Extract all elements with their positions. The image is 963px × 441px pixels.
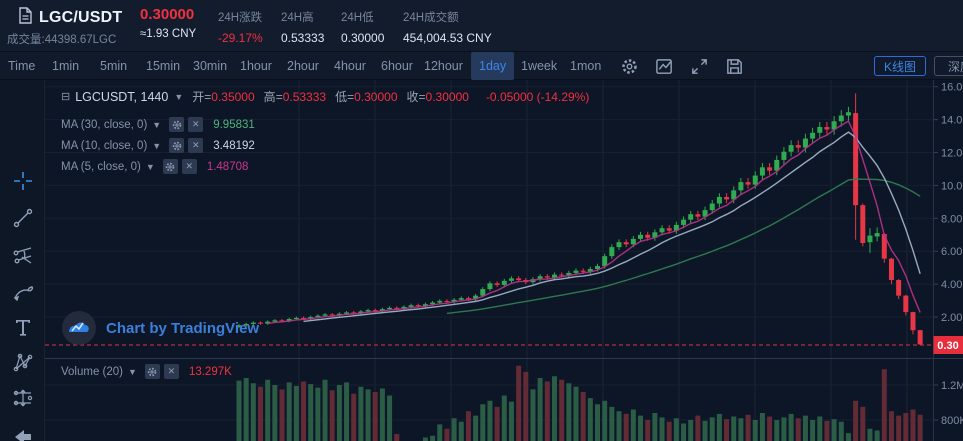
chart-area[interactable]: 16.0 14.0 12.0 10.0 8.00 6.00 4.00 2.00 1.2M 800K… <box>45 80 963 441</box>
save-icon[interactable] <box>724 56 744 76</box>
indicator-icon[interactable] <box>654 56 674 76</box>
svg-text:800K: 800K <box>941 415 963 427</box>
ma-close-icon[interactable]: ✕ <box>181 159 197 174</box>
ma-close-icon[interactable]: ✕ <box>188 117 204 132</box>
svg-text:10.0: 10.0 <box>941 180 962 192</box>
stat-value: 0.53333 <box>281 31 325 45</box>
interval-time[interactable]: Time <box>8 59 36 73</box>
ma-settings-icon[interactable] <box>169 138 185 153</box>
ma-value: 1.48708 <box>206 160 249 173</box>
sidebar-tool-xabcd-pattern[interactable] <box>10 353 35 378</box>
candlestick-chart[interactable]: 16.0 14.0 12.0 10.0 8.00 6.00 4.00 2.00 1.2M 800K… <box>45 80 963 441</box>
ma-value: 9.95831 <box>213 118 255 131</box>
trend-line-icon <box>12 207 34 234</box>
interval-6hour[interactable]: 6hour <box>381 59 413 73</box>
interval-1day[interactable]: 1day <box>471 52 515 80</box>
symbol-title: LGC/USDT <box>39 9 123 26</box>
drawing-toolbar <box>0 80 45 441</box>
svg-text:12.0: 12.0 <box>941 148 962 160</box>
text-icon <box>12 316 34 343</box>
pitchfork-icon <box>12 245 34 272</box>
header: LGC/USDT 成交量:44398.67LGC 0.30000 ≈1.93 C… <box>0 0 963 52</box>
document-icon <box>18 7 33 29</box>
stat-value: 0.30000 <box>341 31 385 45</box>
last-price: 0.30000 <box>140 6 195 23</box>
chart-main: 16.0 14.0 12.0 10.0 8.00 6.00 4.00 2.00 1.2M 800K… <box>0 80 963 441</box>
volume-24h: 成交量:44398.67LGC <box>7 34 117 46</box>
svg-text:8.00: 8.00 <box>941 213 962 225</box>
ma-label[interactable]: MA (10, close, 0) <box>61 139 148 152</box>
stat-value: -29.17% <box>218 31 263 45</box>
ma-legend-row-2: MA (5, close, 0) ▼ ✕ 1.48708 <box>61 159 248 174</box>
stat-label: 24H成交额 <box>403 12 459 24</box>
stat-0: 24H涨跌 -29.17% <box>218 9 263 45</box>
stat-1: 24H高 0.53333 <box>281 9 324 45</box>
fullscreen-icon[interactable] <box>689 56 709 76</box>
ma-label[interactable]: MA (30, close, 0) <box>61 118 148 131</box>
stat-3: 24H成交额 454,004.53 CNY <box>403 9 492 45</box>
kline-view-button[interactable]: K线图 <box>874 56 926 76</box>
brush-icon <box>12 282 34 309</box>
svg-text:0.30: 0.30 <box>937 340 958 352</box>
stat-2: 24H低 0.30000 <box>341 9 384 45</box>
svg-text:4.00: 4.00 <box>941 279 962 291</box>
ma-settings-icon[interactable] <box>169 117 185 132</box>
volume-legend: Volume (20) ▼ ✕ 13.297K <box>61 364 232 379</box>
settings-icon[interactable] <box>619 56 639 76</box>
interval-5min[interactable]: 5min <box>100 59 128 73</box>
volume-label[interactable]: Volume (20) <box>61 365 124 378</box>
stat-label: 24H低 <box>341 12 374 24</box>
xabcd-pattern-icon <box>12 352 34 379</box>
sidebar-tool-hide-sidebar[interactable] <box>10 427 35 441</box>
interval-1min[interactable]: 1min <box>52 59 80 73</box>
volume-settings-icon[interactable] <box>144 364 160 379</box>
svg-text:6.00: 6.00 <box>941 246 962 258</box>
volume-value: 13.297K <box>188 365 232 378</box>
chevron-down-icon[interactable]: ▼ <box>128 366 137 377</box>
interval-15min[interactable]: 15min <box>146 59 181 73</box>
interval-1week[interactable]: 1week <box>521 59 558 73</box>
ma-legend-row-1: MA (10, close, 0) ▼ ✕ 3.48192 <box>61 138 255 153</box>
stat-value: 454,004.53 CNY <box>403 31 492 45</box>
chevron-down-icon[interactable]: ▼ <box>152 119 162 130</box>
sidebar-tool-crosshair[interactable] <box>10 171 35 196</box>
interval-12hour[interactable]: 12hour <box>424 59 463 73</box>
sidebar-tool-trend-line[interactable] <box>10 208 35 233</box>
interval-4hour[interactable]: 4hour <box>334 59 366 73</box>
chevron-down-icon[interactable]: ▼ <box>152 140 162 151</box>
stat-label: 24H高 <box>281 12 314 24</box>
sidebar-tool-position[interactable] <box>10 388 35 413</box>
sidebar-tool-text[interactable] <box>10 317 35 342</box>
ma-value: 3.48192 <box>213 139 255 152</box>
position-icon <box>12 387 34 414</box>
interval-1hour[interactable]: 1hour <box>240 59 272 73</box>
svg-text:16.0: 16.0 <box>941 82 962 94</box>
ma-close-icon[interactable]: ✕ <box>188 138 204 153</box>
svg-text:1.2M: 1.2M <box>941 380 963 392</box>
interval-30min[interactable]: 30min <box>193 59 228 73</box>
ma-label[interactable]: MA (5, close, 0) <box>61 160 141 173</box>
volume-close-icon[interactable]: ✕ <box>163 364 179 379</box>
interval-2hour[interactable]: 2hour <box>287 59 319 73</box>
svg-text:14.0: 14.0 <box>941 115 962 127</box>
hide-sidebar-icon <box>12 426 34 441</box>
ma-settings-icon[interactable] <box>162 159 178 174</box>
crosshair-icon <box>12 170 34 197</box>
depth-view-button[interactable]: 深度 <box>934 56 963 76</box>
chart-toolbar: Time 1min 5min 15min 30min 1hour 2hour 4hour 6ho… <box>0 52 963 80</box>
ma-legend-row-0: MA (30, close, 0) ▼ ✕ 9.95831 <box>61 117 255 132</box>
chevron-down-icon[interactable]: ▼ <box>145 161 155 172</box>
sidebar-tool-pitchfork[interactable] <box>10 246 35 271</box>
interval-1mon[interactable]: 1mon <box>570 59 602 73</box>
sidebar-tool-brush[interactable] <box>10 283 35 308</box>
fiat-price: ≈1.93 CNY <box>140 28 197 40</box>
svg-text:2.00: 2.00 <box>941 312 962 324</box>
stat-label: 24H涨跌 <box>218 12 263 24</box>
toolbar-icon-group <box>619 52 744 80</box>
